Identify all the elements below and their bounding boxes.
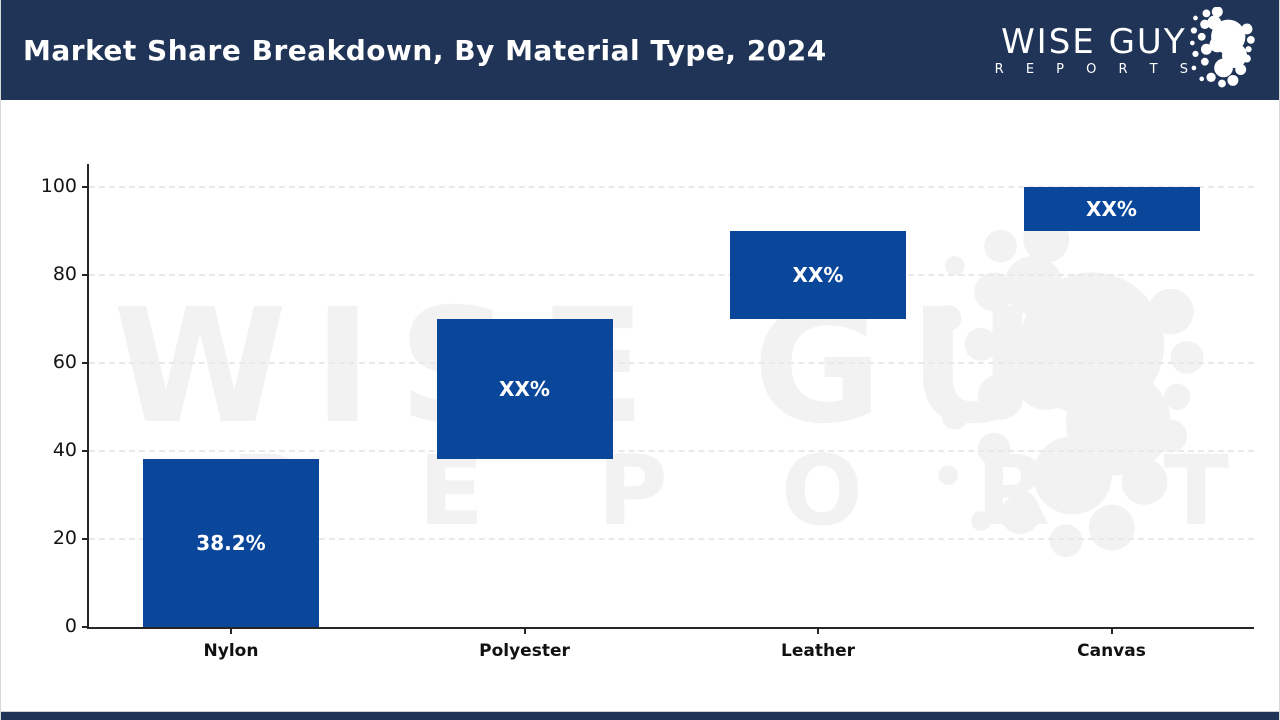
wise-guy-logo: WISE GUY R E P O R T S <box>991 7 1261 93</box>
y-tick-label-60: 60 <box>52 351 77 373</box>
waterfall-chart: WISE GUY R E P O R T S 02040608010038.2%… <box>1 100 1279 712</box>
chart-title: Market Share Breakdown, By Material Type… <box>23 33 827 67</box>
bar-canvas: XX% <box>1023 187 1200 231</box>
y-tick-label-100: 100 <box>40 175 77 197</box>
x-axis-line <box>87 627 1254 629</box>
logo-wordmark: WISE GUY <box>1001 21 1187 62</box>
bar-polyester: XX% <box>436 319 613 459</box>
bar-value-label-polyester: XX% <box>499 376 550 401</box>
x-tick-label-nylon: Nylon <box>203 641 259 661</box>
x-tick-nylon <box>230 627 232 634</box>
y-tick-100 <box>82 186 89 188</box>
y-tick-label-80: 80 <box>52 263 77 285</box>
x-tick-label-polyester: Polyester <box>479 641 570 661</box>
x-tick-polyester <box>523 627 526 634</box>
y-tick-40 <box>82 450 89 452</box>
y-axis-line <box>87 164 89 629</box>
y-tick-80 <box>82 274 89 276</box>
gridline-60 <box>89 362 1254 364</box>
header-bar: Market Share Breakdown, By Material Type… <box>1 0 1279 100</box>
gridline-40 <box>89 450 1254 452</box>
bar-leather: XX% <box>730 231 906 319</box>
x-tick-leather <box>817 627 819 634</box>
y-tick-label-20: 20 <box>52 527 77 549</box>
logo-subtext: R E P O R T S <box>994 61 1197 77</box>
bar-value-label-canvas: XX% <box>1086 197 1137 221</box>
gridline-20 <box>89 538 1254 540</box>
x-tick-label-canvas: Canvas <box>1077 641 1146 661</box>
y-tick-60 <box>82 362 89 364</box>
logo-text: WISE GUY R E P O R T S <box>991 25 1197 76</box>
y-tick-label-40: 40 <box>52 439 77 461</box>
y-tick-20 <box>82 538 89 540</box>
dotted-head-icon <box>1190 7 1255 88</box>
gridline-80 <box>89 274 1254 276</box>
y-tick-label-0: 0 <box>64 615 77 637</box>
bar-value-label-nylon: 38.2% <box>196 530 266 555</box>
gridline-100 <box>89 186 1254 188</box>
x-tick-label-leather: Leather <box>781 641 855 661</box>
bar-value-label-leather: XX% <box>792 263 844 287</box>
x-tick-canvas <box>1110 627 1113 634</box>
footer-bar <box>1 711 1279 720</box>
bar-nylon: 38.2% <box>143 458 319 627</box>
y-tick-0 <box>82 626 89 628</box>
